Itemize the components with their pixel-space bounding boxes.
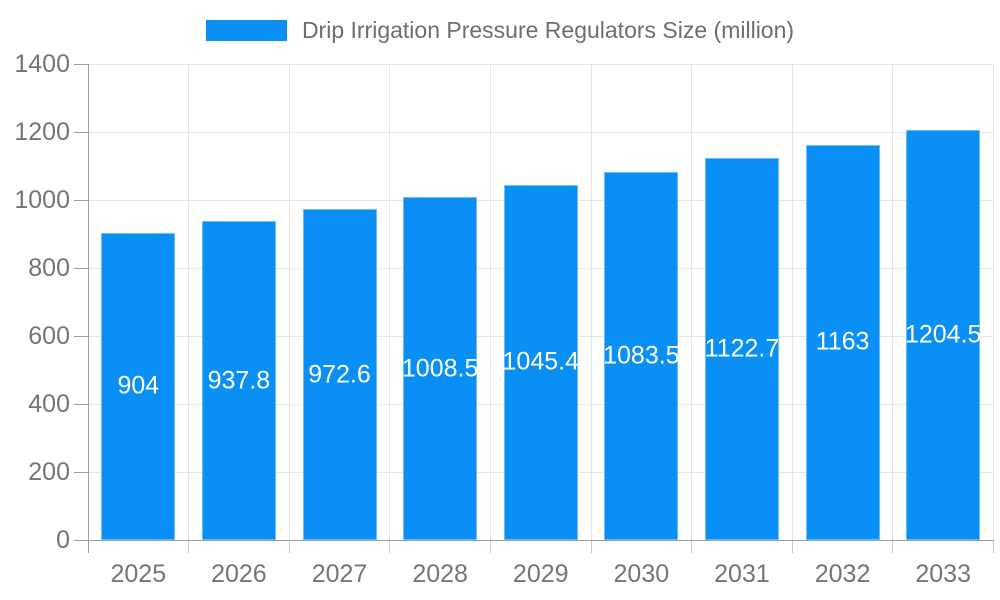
gridline-horizontal xyxy=(88,131,994,133)
x-axis-label: 2033 xyxy=(915,560,971,588)
legend-label: Drip Irrigation Pressure Regulators Size… xyxy=(301,17,795,43)
y-axis-tick xyxy=(74,267,88,269)
y-axis-tick xyxy=(74,199,88,201)
y-axis-tick-label: 600 xyxy=(28,321,70,350)
bar-value-label: 1204.5 xyxy=(904,320,982,349)
gridline-vertical xyxy=(288,64,290,540)
x-axis-tick xyxy=(188,540,190,553)
x-axis-label: 2028 xyxy=(412,560,468,588)
y-axis-tick xyxy=(74,63,88,65)
chart-legend[interactable]: Drip Irrigation Pressure Regulators Size… xyxy=(0,17,1000,43)
x-axis-label: 2025 xyxy=(110,560,167,588)
gridline-vertical xyxy=(389,64,391,540)
gridline-vertical xyxy=(993,64,994,540)
x-axis-label: 2032 xyxy=(814,560,871,588)
gridline-vertical xyxy=(590,64,592,540)
x-axis-label: 2029 xyxy=(512,560,569,588)
gridline-horizontal xyxy=(88,63,994,65)
legend-swatch xyxy=(205,19,287,41)
y-axis-tick-label: 200 xyxy=(28,457,70,486)
y-axis-tick xyxy=(74,471,88,473)
gridline-vertical xyxy=(489,64,491,540)
bar xyxy=(906,130,981,540)
bar-value-label: 904 xyxy=(117,371,160,400)
gridline-vertical xyxy=(188,64,190,540)
bar-value-label: 1083.5 xyxy=(603,341,680,370)
bar-value-label: 937.8 xyxy=(207,366,271,395)
x-axis-label: 2030 xyxy=(613,560,670,588)
y-axis-tick-label: 1400 xyxy=(14,49,70,78)
gridline-vertical xyxy=(791,64,793,540)
y-axis-tick-label: 0 xyxy=(56,525,70,554)
y-axis-tick xyxy=(74,403,88,405)
y-axis-tick-label: 1200 xyxy=(14,117,70,146)
bar-value-label: 972.6 xyxy=(308,360,371,389)
bar xyxy=(604,171,679,540)
y-axis-line xyxy=(87,64,89,553)
x-axis-tick xyxy=(791,540,793,553)
y-axis-tick xyxy=(74,335,88,337)
bar-value-label: 1163 xyxy=(815,327,870,356)
x-axis-tick xyxy=(389,540,391,553)
x-axis-label: 2027 xyxy=(311,560,368,588)
x-axis-tick xyxy=(489,540,491,553)
x-axis-tick xyxy=(993,540,994,553)
y-axis-tick-label: 400 xyxy=(28,389,70,418)
bar-value-label: 1008.5 xyxy=(401,354,479,383)
gridline-vertical xyxy=(691,64,693,540)
bar xyxy=(503,184,578,540)
bar xyxy=(403,197,478,540)
bar xyxy=(101,232,176,540)
bar xyxy=(805,144,880,540)
x-axis-label: 2026 xyxy=(211,560,267,588)
x-axis-line xyxy=(74,539,994,541)
bar xyxy=(302,209,377,540)
y-axis-tick-label: 1000 xyxy=(14,185,70,214)
bar xyxy=(704,158,779,540)
bar-value-label: 1122.7 xyxy=(704,334,780,363)
bar xyxy=(201,221,276,540)
x-axis-tick xyxy=(892,540,894,553)
x-axis-label: 2031 xyxy=(714,560,770,588)
x-axis-tick xyxy=(691,540,693,553)
x-axis-tick xyxy=(590,540,592,553)
bar-value-label: 1045.4 xyxy=(502,347,579,376)
y-axis-tick xyxy=(74,131,88,133)
gridline-vertical xyxy=(892,64,894,540)
y-axis-tick-label: 800 xyxy=(28,253,70,282)
x-axis-tick xyxy=(288,540,290,553)
